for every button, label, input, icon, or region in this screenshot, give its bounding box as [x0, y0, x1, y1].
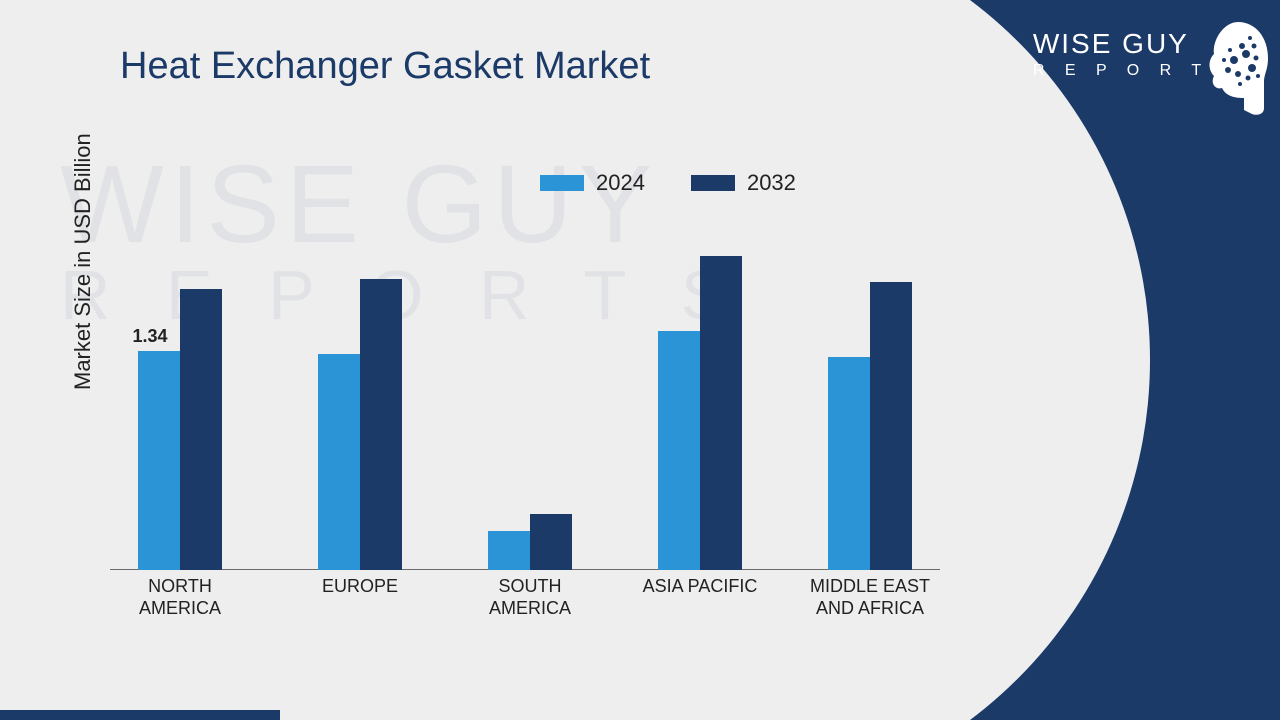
head-silhouette-icon [1194, 18, 1274, 118]
bar-2024 [318, 354, 360, 570]
bar-2032 [180, 289, 222, 570]
region-group: ASIA PACIFIC [640, 210, 760, 570]
legend-swatch-2032 [691, 175, 735, 191]
bar-2032 [700, 256, 742, 570]
bar-2024 [138, 351, 180, 570]
bar-2032 [870, 282, 912, 570]
bar-2024 [828, 357, 870, 570]
y-axis-label: Market Size in USD Billion [70, 133, 96, 390]
region-group: SOUTH AMERICA [470, 210, 590, 570]
x-axis-category-label: SOUTH AMERICA [460, 576, 600, 619]
bar-2024 [658, 331, 700, 570]
legend-label-2032: 2032 [747, 170, 796, 196]
bar-2024 [488, 531, 530, 570]
x-axis-category-label: NORTH AMERICA [110, 576, 250, 619]
region-group: 1.34NORTH AMERICA [120, 210, 240, 570]
bar-pair [640, 210, 760, 570]
region-group: EUROPE [300, 210, 420, 570]
canvas: WISE GUY R E P O R T S WISE GUY R E P O … [0, 0, 1280, 720]
legend-label-2024: 2024 [596, 170, 645, 196]
chart-title: Heat Exchanger Gasket Market [120, 45, 650, 88]
x-axis-category-label: ASIA PACIFIC [630, 576, 770, 598]
x-axis-category-label: EUROPE [290, 576, 430, 598]
bar-pair [120, 210, 240, 570]
x-axis-category-label: MIDDLE EAST AND AFRICA [800, 576, 940, 619]
bar-pair [470, 210, 590, 570]
bar-2032 [530, 514, 572, 570]
region-group: MIDDLE EAST AND AFRICA [810, 210, 930, 570]
bar-pair [810, 210, 930, 570]
footer-accent-bar [0, 710, 280, 720]
bar-2032 [360, 279, 402, 570]
legend: 2024 2032 [540, 170, 796, 196]
legend-item-2032: 2032 [691, 170, 796, 196]
legend-item-2024: 2024 [540, 170, 645, 196]
chart-plot-area: 1.34NORTH AMERICA EUROPE SOUTH AMERICA ASIA… [110, 210, 940, 570]
bar-pair [300, 210, 420, 570]
bar-value-label: 1.34 [120, 326, 180, 347]
legend-swatch-2024 [540, 175, 584, 191]
